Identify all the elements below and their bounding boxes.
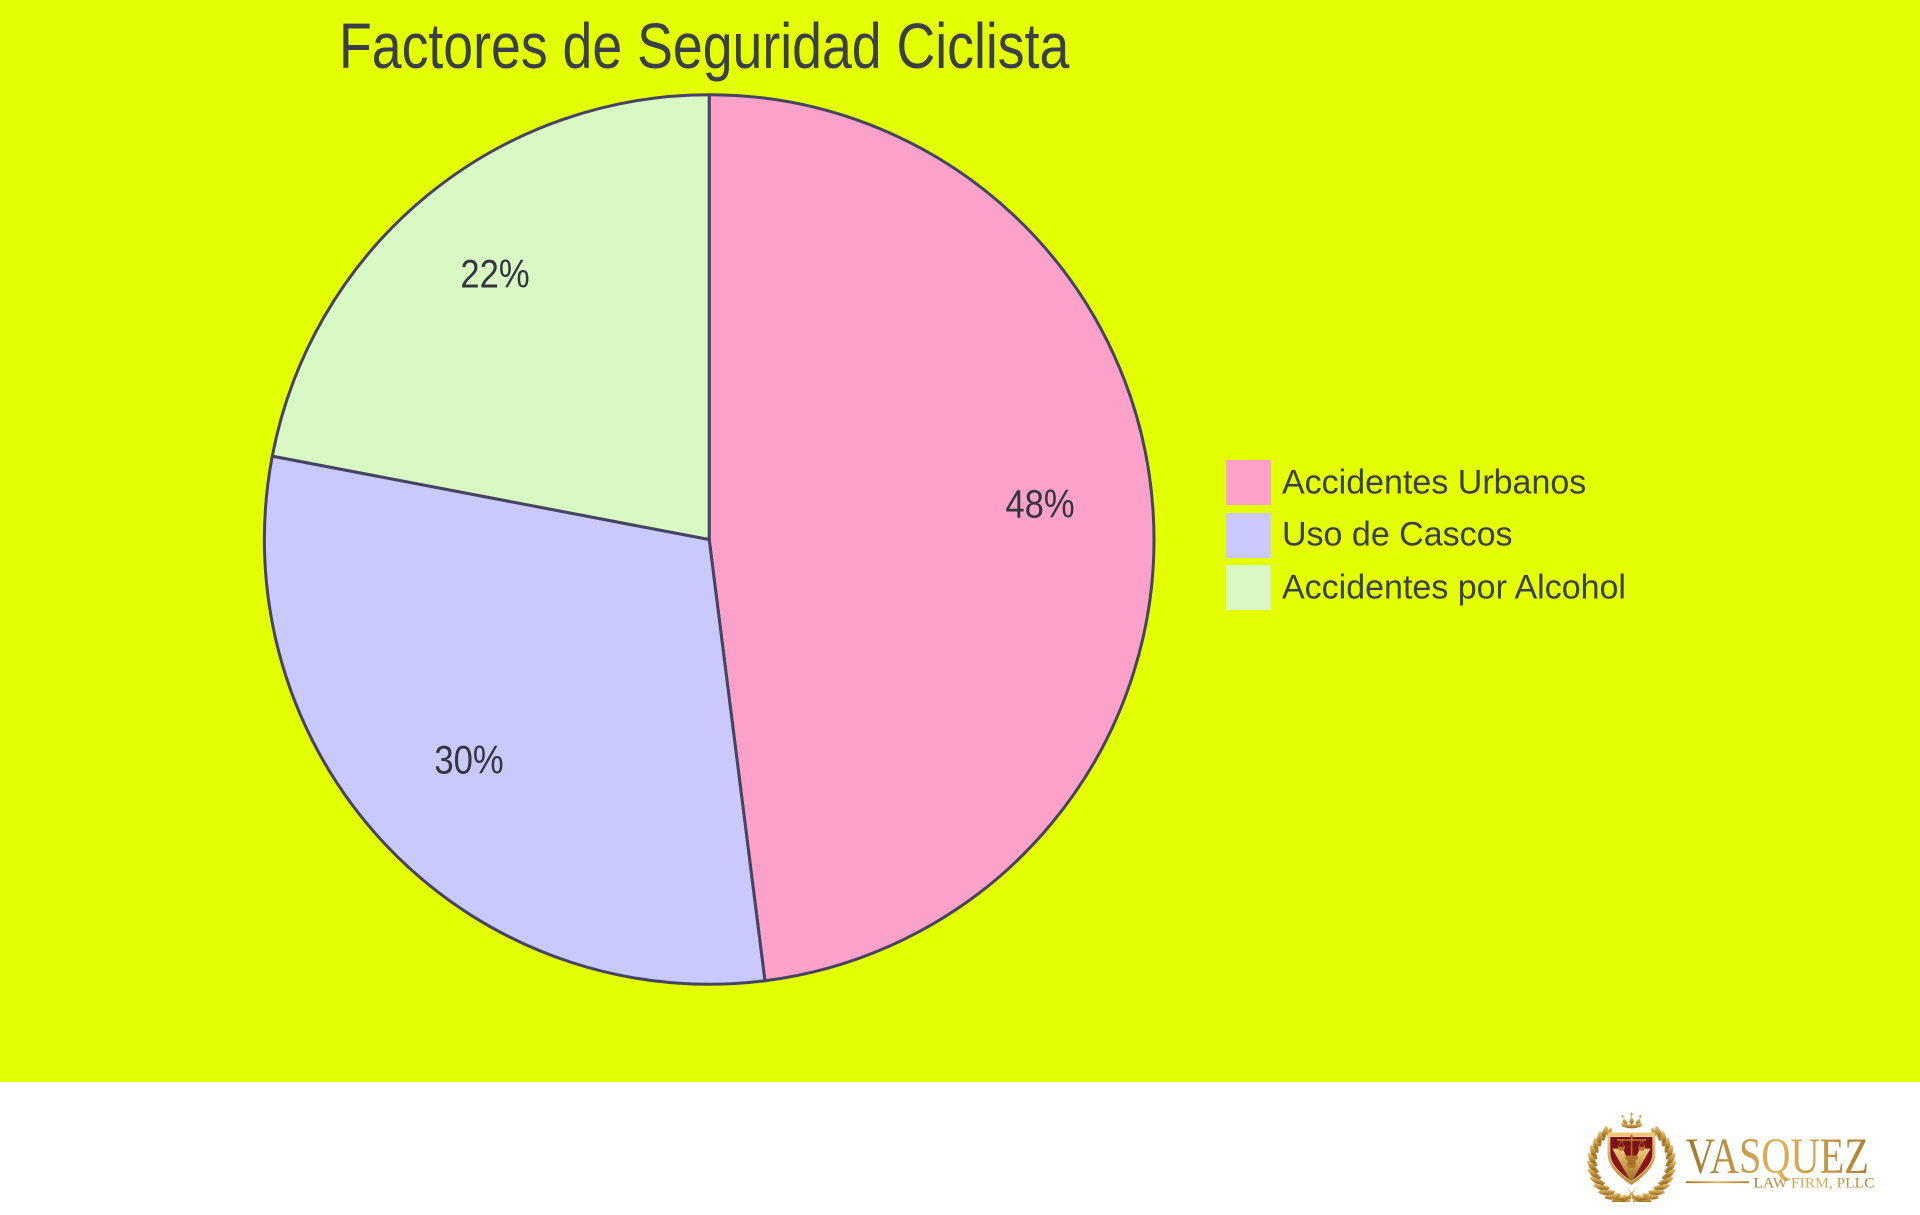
svg-text:VASQUEZ: VASQUEZ xyxy=(1686,1128,1869,1184)
svg-text:LAW FIRM, PLLC: LAW FIRM, PLLC xyxy=(1754,1175,1875,1192)
